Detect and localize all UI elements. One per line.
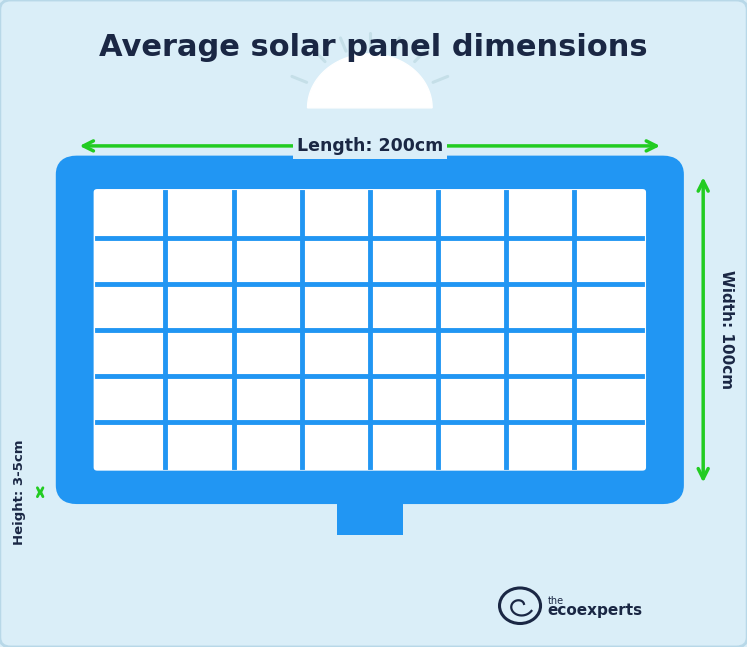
- FancyBboxPatch shape: [96, 329, 166, 377]
- FancyBboxPatch shape: [506, 237, 575, 285]
- Text: ecoexperts: ecoexperts: [548, 603, 643, 619]
- FancyBboxPatch shape: [61, 160, 679, 499]
- FancyBboxPatch shape: [301, 283, 371, 331]
- Text: Width: 100cm: Width: 100cm: [719, 270, 734, 389]
- FancyBboxPatch shape: [369, 375, 438, 422]
- FancyBboxPatch shape: [574, 329, 643, 377]
- FancyBboxPatch shape: [437, 283, 507, 331]
- FancyBboxPatch shape: [369, 329, 438, 377]
- FancyBboxPatch shape: [96, 375, 166, 422]
- FancyBboxPatch shape: [164, 192, 235, 239]
- FancyBboxPatch shape: [164, 237, 235, 285]
- Polygon shape: [308, 54, 432, 108]
- FancyBboxPatch shape: [233, 237, 303, 285]
- FancyBboxPatch shape: [506, 329, 575, 377]
- FancyBboxPatch shape: [437, 329, 507, 377]
- FancyBboxPatch shape: [506, 283, 575, 331]
- Text: the: the: [548, 596, 564, 606]
- FancyBboxPatch shape: [233, 283, 303, 331]
- Text: Height: 3-5cm: Height: 3-5cm: [13, 439, 26, 545]
- FancyBboxPatch shape: [369, 237, 438, 285]
- FancyBboxPatch shape: [437, 192, 507, 239]
- FancyBboxPatch shape: [437, 421, 507, 468]
- FancyBboxPatch shape: [233, 329, 303, 377]
- FancyBboxPatch shape: [574, 237, 643, 285]
- FancyBboxPatch shape: [574, 192, 643, 239]
- FancyBboxPatch shape: [437, 237, 507, 285]
- FancyBboxPatch shape: [301, 375, 371, 422]
- FancyBboxPatch shape: [574, 283, 643, 331]
- FancyBboxPatch shape: [164, 283, 235, 331]
- FancyBboxPatch shape: [369, 421, 438, 468]
- FancyBboxPatch shape: [96, 283, 166, 331]
- FancyBboxPatch shape: [93, 189, 646, 470]
- FancyBboxPatch shape: [301, 192, 371, 239]
- FancyBboxPatch shape: [506, 375, 575, 422]
- FancyBboxPatch shape: [73, 480, 666, 502]
- FancyBboxPatch shape: [233, 421, 303, 468]
- FancyBboxPatch shape: [233, 375, 303, 422]
- FancyBboxPatch shape: [164, 421, 235, 468]
- Bar: [337, 494, 403, 535]
- FancyBboxPatch shape: [506, 421, 575, 468]
- FancyBboxPatch shape: [437, 375, 507, 422]
- FancyBboxPatch shape: [369, 192, 438, 239]
- FancyBboxPatch shape: [574, 375, 643, 422]
- Text: Average solar panel dimensions: Average solar panel dimensions: [99, 33, 648, 62]
- FancyBboxPatch shape: [301, 237, 371, 285]
- FancyBboxPatch shape: [301, 421, 371, 468]
- FancyBboxPatch shape: [369, 283, 438, 331]
- FancyBboxPatch shape: [96, 237, 166, 285]
- FancyBboxPatch shape: [164, 375, 235, 422]
- FancyBboxPatch shape: [506, 192, 575, 239]
- FancyBboxPatch shape: [96, 421, 166, 468]
- FancyBboxPatch shape: [301, 329, 371, 377]
- Text: Length: 200cm: Length: 200cm: [297, 137, 443, 155]
- FancyBboxPatch shape: [96, 192, 166, 239]
- FancyBboxPatch shape: [233, 192, 303, 239]
- FancyBboxPatch shape: [164, 329, 235, 377]
- FancyBboxPatch shape: [574, 421, 643, 468]
